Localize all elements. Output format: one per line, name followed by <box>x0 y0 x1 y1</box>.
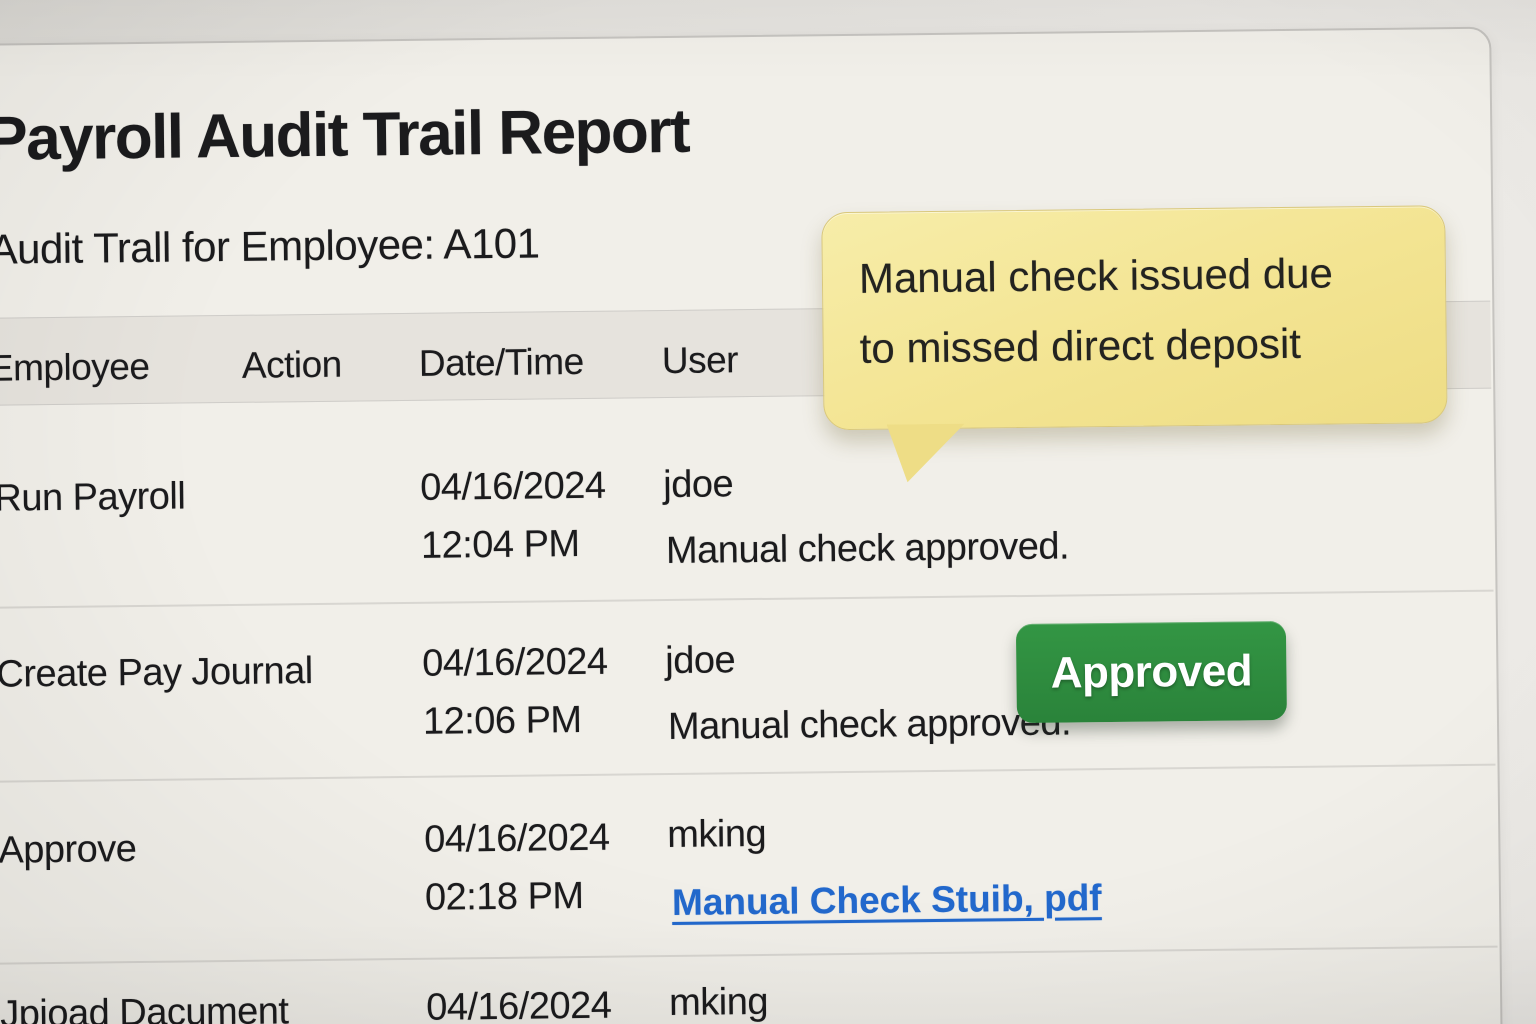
cell-user: jdoe <box>663 463 734 507</box>
cell-date: 04/16/2024 <box>424 816 610 861</box>
cell-action: Create Pay Journal <box>0 650 313 696</box>
page-title: Payroll Audit Trail Report <box>0 96 690 174</box>
cell-time: 12:04 PM <box>420 523 580 567</box>
cell-time: 02:18 PM <box>424 874 584 919</box>
annotation-callout: Manual check issued due to missed direct… <box>821 205 1448 430</box>
cell-date: 04/16/2024 <box>420 464 606 509</box>
column-header-datetime: Date/Time <box>418 340 584 384</box>
table-row: Run Payroll 04/16/2024 12:04 PM jdoe Man… <box>0 0 1531 572</box>
cell-date: 04/16/2024 <box>422 640 608 685</box>
status-badge: Approved <box>1015 621 1287 724</box>
cell-action: Approve <box>0 828 137 872</box>
cell-action: Run Payroll <box>0 475 186 520</box>
status-badge-label: Approved <box>1050 645 1253 698</box>
column-header-action: Action <box>241 343 342 386</box>
table-row: Create Pay Journal 04/16/2024 12:06 PM j… <box>0 0 1531 748</box>
cell-user: mking <box>668 980 769 1024</box>
cell-note: Manual check approved. <box>665 525 1070 573</box>
cell-note: Manual check approved. <box>667 701 1072 749</box>
column-header-employee: Employee <box>0 345 150 389</box>
column-header-user: User <box>661 339 739 382</box>
page-subtitle: Audit Trall for Employee: A101 <box>0 219 540 273</box>
callout-text-line2: to missed direct deposit <box>859 319 1302 372</box>
report-card <box>0 26 1505 1024</box>
cell-action: Jpioad Dacument <box>0 990 289 1024</box>
cell-date: 04/16/2024 <box>425 984 612 1024</box>
attachment-link[interactable]: Manual Check Stuib, pdf <box>671 877 1102 923</box>
callout-text-line1: Manual check issued due <box>858 249 1334 302</box>
table-row: Approve 04/16/2024 02:18 PM mking Manual… <box>0 0 1531 923</box>
cell-user: mking <box>666 812 767 857</box>
cell-time: 12:06 PM <box>422 699 582 743</box>
cell-user: jdoe <box>665 639 736 683</box>
